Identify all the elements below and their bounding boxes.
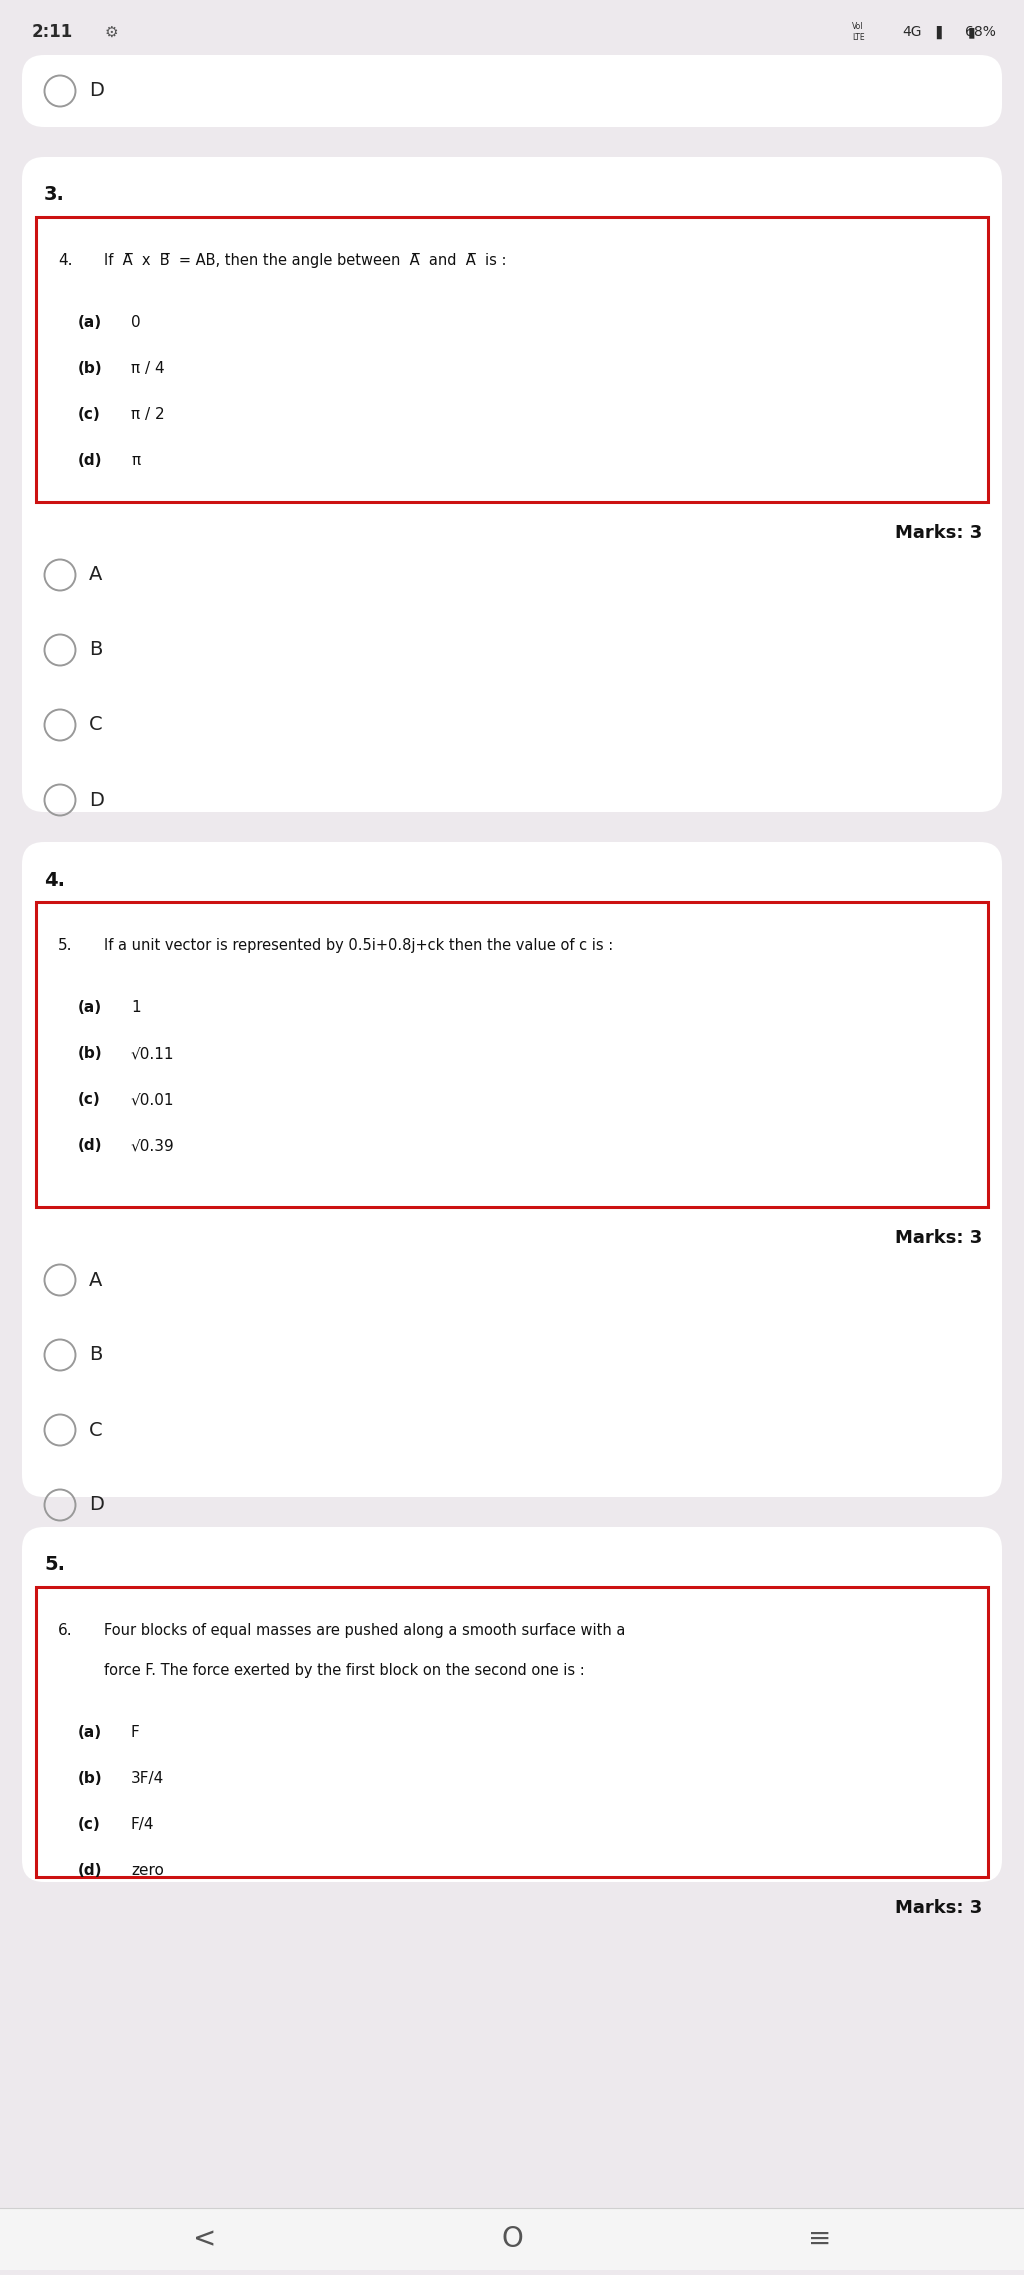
Text: A: A bbox=[89, 566, 102, 585]
Text: <: < bbox=[194, 2225, 216, 2252]
Text: 4.: 4. bbox=[44, 871, 65, 890]
Text: C: C bbox=[89, 717, 102, 735]
Text: (a): (a) bbox=[78, 1724, 102, 1740]
Text: ≡: ≡ bbox=[808, 2225, 830, 2252]
Text: ▐: ▐ bbox=[931, 25, 941, 39]
Text: B: B bbox=[89, 642, 102, 660]
Text: B: B bbox=[89, 1345, 102, 1365]
Text: 1: 1 bbox=[131, 1001, 140, 1015]
Text: (d): (d) bbox=[78, 453, 102, 469]
Text: √0.01: √0.01 bbox=[131, 1092, 174, 1108]
FancyBboxPatch shape bbox=[36, 1588, 988, 1877]
Text: π / 4: π / 4 bbox=[131, 362, 165, 375]
Text: 0: 0 bbox=[131, 314, 140, 330]
Text: force F. The force exerted by the first block on the second one is :: force F. The force exerted by the first … bbox=[104, 1663, 585, 1679]
Text: A: A bbox=[89, 1269, 102, 1290]
Text: (b): (b) bbox=[78, 1770, 102, 1786]
Text: π: π bbox=[131, 453, 140, 469]
FancyBboxPatch shape bbox=[22, 55, 1002, 127]
Text: (a): (a) bbox=[78, 1001, 102, 1015]
Text: (b): (b) bbox=[78, 362, 102, 375]
Text: C: C bbox=[89, 1420, 102, 1440]
Text: (b): (b) bbox=[78, 1046, 102, 1060]
Text: F/4: F/4 bbox=[131, 1818, 155, 1831]
Text: √0.11: √0.11 bbox=[131, 1046, 174, 1060]
Text: 3F/4: 3F/4 bbox=[131, 1770, 164, 1786]
Text: 5.: 5. bbox=[44, 1556, 65, 1574]
FancyBboxPatch shape bbox=[36, 216, 988, 503]
FancyBboxPatch shape bbox=[22, 842, 1002, 1497]
Text: Marks: 3: Marks: 3 bbox=[895, 1900, 982, 1918]
Text: Vol
LTE: Vol LTE bbox=[852, 23, 864, 41]
Text: Marks: 3: Marks: 3 bbox=[895, 1228, 982, 1247]
Text: (a): (a) bbox=[78, 314, 102, 330]
Text: F: F bbox=[131, 1724, 139, 1740]
FancyBboxPatch shape bbox=[22, 1527, 1002, 1881]
Text: 5.: 5. bbox=[58, 937, 73, 953]
Text: If  A̅  x  B̅  = AB, then the angle between  A̅  and  A̅  is :: If A̅ x B̅ = AB, then the angle between … bbox=[104, 253, 507, 268]
Text: π / 2: π / 2 bbox=[131, 407, 165, 421]
FancyBboxPatch shape bbox=[0, 2209, 1024, 2270]
Text: zero: zero bbox=[131, 1863, 164, 1877]
Text: 4G: 4G bbox=[902, 25, 922, 39]
Text: ⚙: ⚙ bbox=[105, 25, 119, 39]
Text: If a unit vector is represented by 0.5i+0.8j+ck then the value of c is :: If a unit vector is represented by 0.5i+… bbox=[104, 937, 613, 953]
Text: D: D bbox=[89, 82, 103, 100]
FancyBboxPatch shape bbox=[22, 157, 1002, 812]
Text: O: O bbox=[501, 2225, 523, 2252]
Text: (c): (c) bbox=[78, 1818, 100, 1831]
Text: (c): (c) bbox=[78, 407, 100, 421]
Text: 4.: 4. bbox=[58, 253, 73, 268]
Text: ▮: ▮ bbox=[968, 25, 976, 39]
Text: 2:11: 2:11 bbox=[32, 23, 74, 41]
Text: Four blocks of equal masses are pushed along a smooth surface with a: Four blocks of equal masses are pushed a… bbox=[104, 1622, 626, 1638]
Text: (d): (d) bbox=[78, 1138, 102, 1153]
Text: Marks: 3: Marks: 3 bbox=[895, 523, 982, 541]
Text: (c): (c) bbox=[78, 1092, 100, 1108]
FancyBboxPatch shape bbox=[36, 901, 988, 1208]
Text: 6.: 6. bbox=[58, 1622, 73, 1638]
Text: D: D bbox=[89, 1495, 103, 1515]
Text: 3.: 3. bbox=[44, 187, 65, 205]
Text: (d): (d) bbox=[78, 1863, 102, 1877]
Text: D: D bbox=[89, 789, 103, 810]
Text: √0.39: √0.39 bbox=[131, 1138, 175, 1153]
Text: 68%: 68% bbox=[966, 25, 996, 39]
